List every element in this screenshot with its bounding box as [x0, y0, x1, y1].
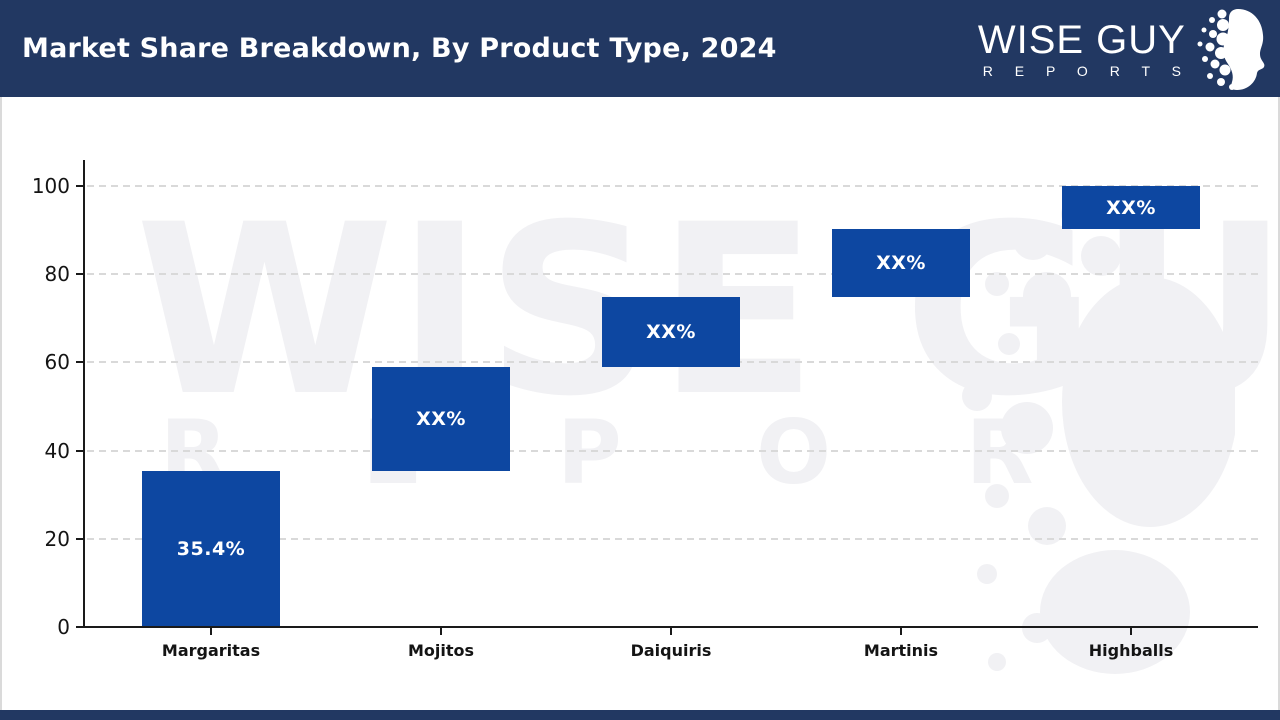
y-axis-tick-label: 20 — [44, 526, 70, 551]
bar-mojitos: XX% — [372, 366, 510, 471]
y-axis-tick — [76, 626, 83, 628]
gridline-y-100 — [87, 185, 1258, 187]
page-title: Market Share Breakdown, By Product Type,… — [22, 33, 777, 64]
bar-daiquiris: XX% — [602, 297, 740, 367]
x-axis-category-label: Margaritas — [161, 641, 261, 660]
x-axis-category-label: Daiquiris — [630, 641, 712, 660]
x-axis-tick — [210, 628, 212, 635]
bar-martinis: XX% — [832, 229, 970, 298]
logo-title: WISE GUY — [977, 17, 1186, 62]
wise-guy-logo: WISE GUY R E P O R T S — [974, 6, 1266, 92]
bar-value-label: XX% — [1106, 196, 1156, 219]
gridline-y-80 — [87, 273, 1258, 276]
bar-value-label: XX% — [646, 320, 696, 343]
y-axis-tick — [76, 361, 83, 364]
y-axis-tick — [76, 537, 83, 540]
header-bar: Market Share Breakdown, By Product Type,… — [0, 0, 1280, 97]
x-axis-tick — [440, 628, 442, 635]
x-axis-category-label: Martinis — [863, 641, 939, 660]
logo-subtitle: R E P O R T S — [982, 62, 1190, 79]
y-axis-tick-label: 0 — [57, 615, 70, 639]
logo-face-icon — [1197, 8, 1265, 90]
y-axis-line — [83, 160, 85, 628]
x-axis-tick — [900, 628, 902, 635]
x-axis-line — [83, 626, 1258, 628]
footer-bar — [0, 710, 1280, 720]
y-axis-tick — [76, 185, 83, 187]
x-axis-category-label: Highballs — [1088, 641, 1174, 660]
x-axis-tick — [670, 628, 672, 635]
bar-highballs: XX% — [1062, 186, 1200, 230]
gridline-y-20 — [87, 537, 1258, 540]
bar-value-label: 35.4% — [176, 537, 246, 560]
x-axis-tick — [1130, 628, 1132, 635]
y-axis-tick — [76, 273, 83, 276]
bar-value-label: XX% — [416, 407, 466, 430]
bar-value-label: XX% — [876, 252, 926, 275]
y-axis-tick-label: 80 — [44, 262, 70, 287]
bar-margaritas: 35.4% — [142, 470, 280, 627]
logo-wordmark: WISE GUY R E P O R T S — [974, 19, 1190, 79]
y-axis-tick-label: 60 — [44, 350, 70, 375]
y-axis-tick-label: 100 — [31, 174, 70, 198]
y-axis-tick-label: 40 — [44, 438, 70, 463]
y-axis-tick — [76, 449, 83, 452]
x-axis-category-label: Mojitos — [407, 641, 475, 660]
gridline-y-40 — [87, 449, 1258, 452]
